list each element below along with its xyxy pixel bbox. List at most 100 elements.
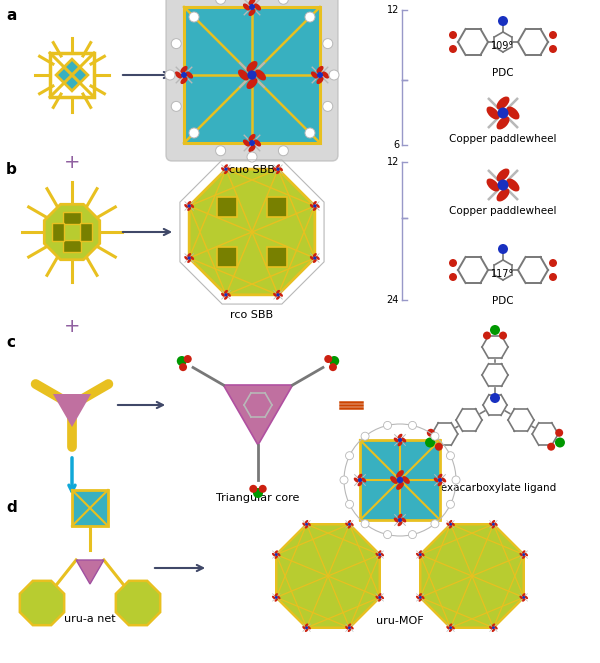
Ellipse shape <box>313 207 317 211</box>
Circle shape <box>446 452 454 459</box>
Circle shape <box>427 429 435 437</box>
Ellipse shape <box>305 520 308 523</box>
Ellipse shape <box>227 167 231 171</box>
Ellipse shape <box>175 72 182 79</box>
Ellipse shape <box>390 476 398 484</box>
Ellipse shape <box>305 623 308 627</box>
Ellipse shape <box>275 598 278 602</box>
Text: Triangular core: Triangular core <box>217 493 299 503</box>
Ellipse shape <box>497 117 509 129</box>
Polygon shape <box>76 560 104 584</box>
Text: PDC: PDC <box>492 68 514 78</box>
Ellipse shape <box>394 438 398 442</box>
Ellipse shape <box>437 481 442 486</box>
Polygon shape <box>56 59 88 91</box>
Ellipse shape <box>273 167 277 171</box>
Ellipse shape <box>348 520 351 523</box>
Ellipse shape <box>398 514 403 518</box>
Circle shape <box>171 38 181 48</box>
Circle shape <box>184 355 192 363</box>
Text: Copper paddlewheel: Copper paddlewheel <box>449 206 557 216</box>
Ellipse shape <box>354 477 359 483</box>
Circle shape <box>275 596 278 599</box>
Circle shape <box>189 12 199 22</box>
Ellipse shape <box>255 70 266 80</box>
Ellipse shape <box>310 256 314 260</box>
Ellipse shape <box>247 78 257 89</box>
Circle shape <box>483 332 491 339</box>
Circle shape <box>188 257 191 260</box>
Circle shape <box>247 70 257 80</box>
Ellipse shape <box>275 550 278 554</box>
Circle shape <box>277 293 280 296</box>
Circle shape <box>379 596 381 599</box>
Ellipse shape <box>254 139 261 147</box>
Circle shape <box>181 72 187 78</box>
Ellipse shape <box>272 553 275 556</box>
Ellipse shape <box>497 97 509 109</box>
Text: 117°: 117° <box>491 269 515 279</box>
Circle shape <box>277 168 280 171</box>
Ellipse shape <box>243 3 250 11</box>
Ellipse shape <box>248 0 256 5</box>
Polygon shape <box>53 394 91 427</box>
Circle shape <box>348 523 351 526</box>
Ellipse shape <box>520 553 523 556</box>
Ellipse shape <box>446 522 449 526</box>
Ellipse shape <box>380 596 384 599</box>
Ellipse shape <box>187 201 191 205</box>
Ellipse shape <box>310 204 314 208</box>
Ellipse shape <box>396 482 404 490</box>
Ellipse shape <box>402 476 410 484</box>
Ellipse shape <box>187 259 191 263</box>
Ellipse shape <box>380 553 384 556</box>
FancyBboxPatch shape <box>360 440 440 520</box>
Circle shape <box>224 293 227 296</box>
Circle shape <box>188 204 191 208</box>
Ellipse shape <box>276 290 280 294</box>
Text: PDC: PDC <box>492 296 514 306</box>
Ellipse shape <box>224 164 228 168</box>
Circle shape <box>215 146 226 156</box>
Circle shape <box>329 363 337 371</box>
Circle shape <box>449 627 452 629</box>
Ellipse shape <box>305 525 308 528</box>
Circle shape <box>497 107 509 119</box>
Circle shape <box>215 0 226 4</box>
Text: +: + <box>64 154 80 172</box>
FancyBboxPatch shape <box>267 198 287 217</box>
Circle shape <box>449 523 452 526</box>
Text: a: a <box>6 8 16 23</box>
Circle shape <box>250 485 257 493</box>
Ellipse shape <box>348 629 351 632</box>
Ellipse shape <box>361 477 366 483</box>
Circle shape <box>435 443 443 451</box>
Circle shape <box>346 452 353 459</box>
Circle shape <box>324 355 332 363</box>
Circle shape <box>278 146 289 156</box>
Ellipse shape <box>378 598 382 602</box>
Ellipse shape <box>378 556 382 559</box>
Circle shape <box>323 101 333 111</box>
Circle shape <box>346 501 353 509</box>
Text: 24: 24 <box>386 295 399 305</box>
Ellipse shape <box>184 256 188 260</box>
Circle shape <box>492 627 495 629</box>
FancyBboxPatch shape <box>52 223 64 241</box>
Circle shape <box>452 476 460 484</box>
Ellipse shape <box>190 256 194 260</box>
Circle shape <box>547 443 555 451</box>
Text: b: b <box>6 162 17 177</box>
FancyBboxPatch shape <box>80 223 92 241</box>
Ellipse shape <box>247 61 257 72</box>
Circle shape <box>358 478 362 482</box>
Ellipse shape <box>248 134 256 141</box>
Ellipse shape <box>416 553 419 556</box>
Ellipse shape <box>489 626 493 629</box>
Ellipse shape <box>350 522 354 526</box>
Ellipse shape <box>449 520 452 523</box>
Circle shape <box>323 38 333 48</box>
Ellipse shape <box>276 164 280 168</box>
Ellipse shape <box>497 168 509 182</box>
Polygon shape <box>20 581 64 625</box>
